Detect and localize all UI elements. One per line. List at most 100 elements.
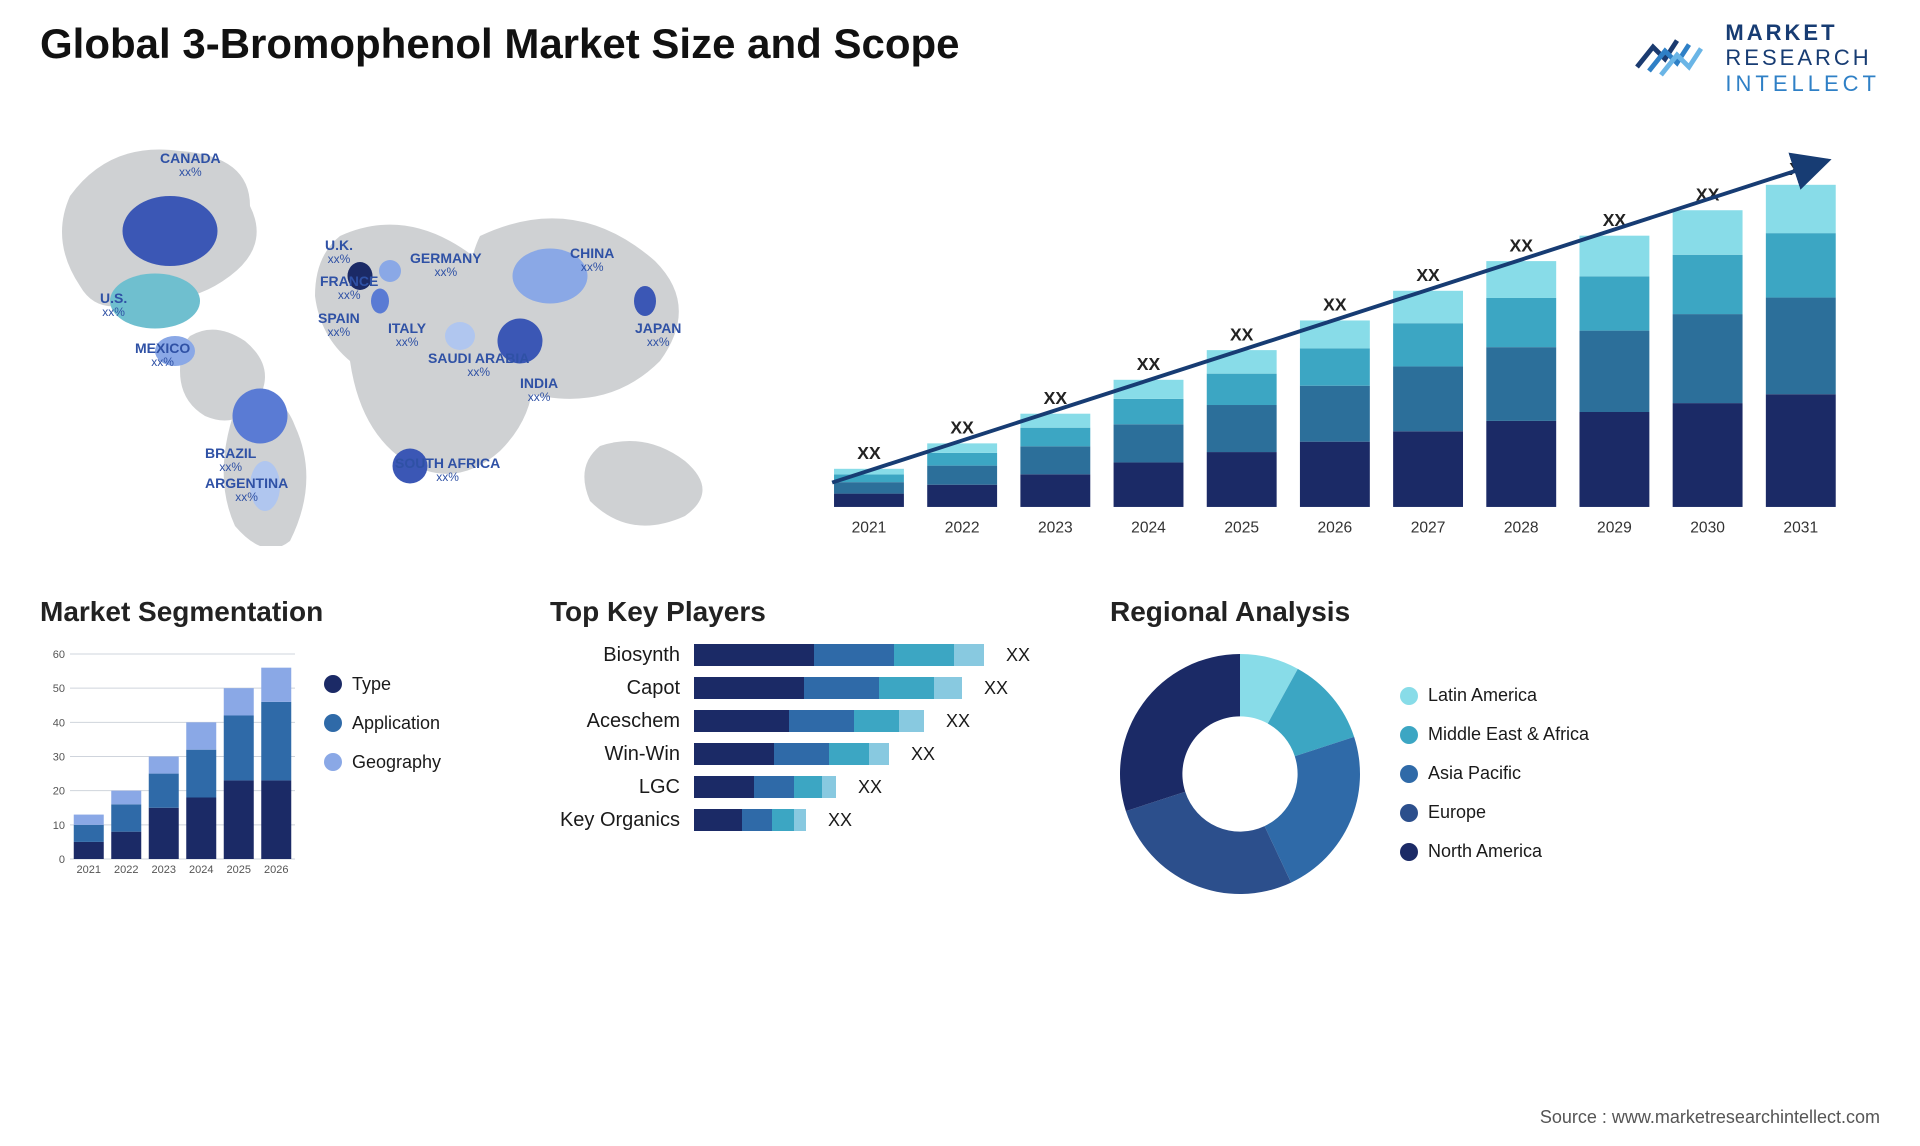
svg-text:XX: XX	[1137, 354, 1161, 374]
player-bar-segment	[694, 809, 742, 831]
legend-label: Europe	[1428, 802, 1486, 823]
player-bar-segment	[694, 710, 789, 732]
player-row: BiosynthXX	[550, 644, 1050, 667]
legend-label: North America	[1428, 841, 1542, 862]
svg-text:20: 20	[53, 786, 65, 798]
player-bar-segment	[772, 809, 794, 831]
map-label-mexico: MEXICOxx%	[135, 341, 190, 368]
svg-text:XX: XX	[1323, 295, 1347, 315]
player-row: Key OrganicsXX	[550, 809, 1050, 832]
player-bar-segment	[694, 743, 774, 765]
player-value: XX	[946, 711, 970, 732]
player-bar-segment	[822, 776, 836, 798]
player-bar-segment	[894, 644, 954, 666]
region-legend-item: Europe	[1400, 802, 1589, 823]
svg-text:40: 40	[53, 717, 65, 729]
top-row: CANADAxx%U.S.xx%MEXICOxx%BRAZILxx%ARGENT…	[40, 126, 1880, 546]
legend-dot-icon	[324, 675, 342, 693]
map-label-brazil: BRAZILxx%	[205, 446, 256, 473]
region-legend-item: Latin America	[1400, 685, 1589, 706]
player-bar	[694, 710, 924, 732]
svg-text:2027: 2027	[1411, 519, 1446, 536]
map-label-china: CHINAxx%	[570, 246, 614, 273]
logo-mark-icon	[1633, 31, 1713, 84]
main-chart-svg: XX2021XX2022XX2023XX2024XX2025XX2026XX20…	[780, 136, 1880, 546]
legend-dot-icon	[1400, 726, 1418, 744]
players-panel: Top Key Players BiosynthXXCapotXXAcesche…	[550, 596, 1050, 904]
svg-text:2024: 2024	[1131, 519, 1166, 536]
svg-text:0: 0	[59, 854, 65, 866]
svg-text:2022: 2022	[945, 519, 980, 536]
player-value: XX	[858, 777, 882, 798]
svg-text:2021: 2021	[77, 864, 101, 876]
legend-label: Middle East & Africa	[1428, 724, 1589, 745]
segmentation-legend-item: Application	[324, 713, 441, 734]
svg-text:XX: XX	[1416, 265, 1440, 285]
players-list: BiosynthXXCapotXXAceschemXXWin-WinXXLGCX…	[550, 644, 1050, 832]
svg-text:2023: 2023	[152, 864, 176, 876]
player-bar	[694, 809, 806, 831]
svg-text:2026: 2026	[264, 864, 288, 876]
legend-dot-icon	[1400, 804, 1418, 822]
svg-text:2030: 2030	[1690, 519, 1725, 536]
player-bar	[694, 776, 836, 798]
regional-donut	[1110, 644, 1370, 904]
player-bar-segment	[934, 677, 962, 699]
player-value: XX	[911, 744, 935, 765]
segmentation-legend-item: Geography	[324, 752, 441, 773]
legend-dot-icon	[1400, 687, 1418, 705]
player-name: Key Organics	[550, 809, 680, 832]
map-label-germany: GERMANYxx%	[410, 251, 482, 278]
world-map: CANADAxx%U.S.xx%MEXICOxx%BRAZILxx%ARGENT…	[40, 126, 740, 546]
svg-text:XX: XX	[1044, 388, 1068, 408]
player-bar-segment	[869, 743, 889, 765]
svg-text:XX: XX	[1230, 324, 1254, 344]
player-name: Capot	[550, 677, 680, 700]
region-legend-item: North America	[1400, 841, 1589, 862]
player-bar-segment	[814, 644, 894, 666]
legend-label: Geography	[352, 752, 441, 773]
regional-title: Regional Analysis	[1110, 596, 1880, 628]
player-bar-segment	[794, 809, 806, 831]
svg-text:30: 30	[53, 751, 65, 763]
player-bar-segment	[854, 710, 899, 732]
bottom-row: Market Segmentation 01020304050602021202…	[40, 596, 1880, 904]
svg-text:2031: 2031	[1783, 519, 1818, 536]
player-bar-segment	[899, 710, 924, 732]
header: Global 3-Bromophenol Market Size and Sco…	[40, 20, 1880, 96]
player-bar-segment	[879, 677, 934, 699]
map-label-spain: SPAINxx%	[318, 311, 360, 338]
legend-label: Latin America	[1428, 685, 1537, 706]
legend-dot-icon	[324, 753, 342, 771]
player-bar-segment	[829, 743, 869, 765]
player-bar-segment	[694, 677, 804, 699]
player-bar-segment	[954, 644, 984, 666]
player-name: LGC	[550, 776, 680, 799]
svg-text:2022: 2022	[114, 864, 138, 876]
player-name: Win-Win	[550, 743, 680, 766]
legend-dot-icon	[1400, 843, 1418, 861]
player-bar-segment	[754, 776, 794, 798]
svg-text:2025: 2025	[227, 864, 251, 876]
regional-panel: Regional Analysis Latin America Middle Ea…	[1110, 596, 1880, 904]
page-title: Global 3-Bromophenol Market Size and Sco…	[40, 20, 960, 68]
legend-label: Type	[352, 674, 391, 695]
map-label-us: U.S.xx%	[100, 291, 127, 318]
player-value: XX	[984, 678, 1008, 699]
player-bar-segment	[794, 776, 822, 798]
player-bar-segment	[804, 677, 879, 699]
map-label-india: INDIAxx%	[520, 376, 558, 403]
player-bar-segment	[774, 743, 829, 765]
legend-label: Application	[352, 713, 440, 734]
player-bar	[694, 743, 889, 765]
player-bar-segment	[742, 809, 772, 831]
legend-dot-icon	[324, 714, 342, 732]
map-label-canada: CANADAxx%	[160, 151, 221, 178]
player-row: AceschemXX	[550, 710, 1050, 733]
source-attribution: Source : www.marketresearchintellect.com	[1540, 1107, 1880, 1128]
region-legend-item: Asia Pacific	[1400, 763, 1589, 784]
players-title: Top Key Players	[550, 596, 1050, 628]
logo-line2: RESEARCH	[1725, 45, 1880, 70]
segmentation-legend: Type Application Geography	[324, 644, 441, 884]
region-legend-item: Middle East & Africa	[1400, 724, 1589, 745]
